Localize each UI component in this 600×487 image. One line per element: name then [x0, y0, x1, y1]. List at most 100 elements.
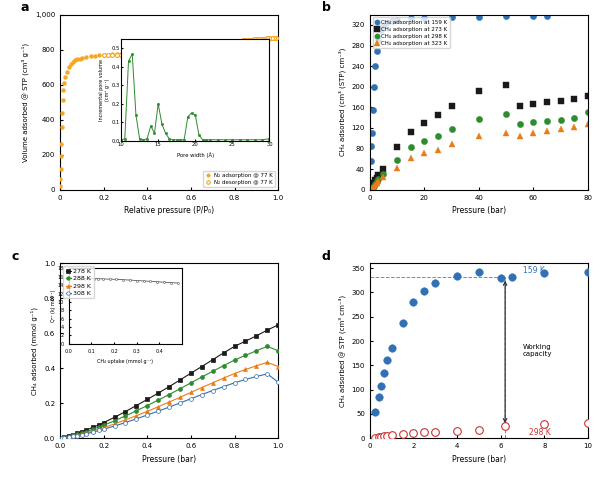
278 K: [74, 431, 81, 436]
288 K: [83, 429, 90, 434]
308 K: [253, 374, 260, 379]
CH₄ adsorption at 298 K: [373, 179, 380, 185]
X-axis label: Relative pressure (P/P₀): Relative pressure (P/P₀): [124, 206, 214, 215]
298 K: [78, 431, 85, 437]
N₂ adsorption @ 77 K: [57, 166, 64, 171]
N₂ desorption @ 77 K: [104, 52, 112, 58]
298 K: [74, 432, 81, 438]
CH₄ adsorption at 323 K: [584, 121, 592, 127]
CH₄ adsorption at 298 K: [368, 185, 376, 191]
N₂ desorption @ 77 K: [126, 52, 133, 57]
N₂ adsorption @ 77 K: [58, 110, 65, 115]
CH₄ adsorption at 273 K: [371, 177, 379, 183]
298 K: [187, 390, 194, 395]
N₂ adsorption @ 77 K: [235, 48, 242, 54]
278 K: [198, 364, 205, 370]
CH₄ adsorption at 273 K: [380, 166, 387, 172]
CH₄ adsorption at 273 K: [368, 185, 375, 191]
CH₄ adsorption at 273 K: [394, 145, 401, 150]
CH₄ adsorption at 273 K: [503, 82, 510, 88]
CH₄ adsorption at 323 K: [503, 130, 510, 135]
308 K: [100, 426, 107, 432]
N₂ desorption @ 77 K: [244, 37, 251, 43]
308 K: [209, 388, 217, 393]
CH₄ adsorption at 159 K: [369, 107, 376, 113]
Legend: CH₄ adsorption at 159 K, CH₄ adsorption at 273 K, CH₄ adsorption at 298 K, CH₄ a: CH₄ adsorption at 159 K, CH₄ adsorption …: [373, 18, 450, 49]
CH₄ adsorption at 273 K: [530, 101, 537, 107]
308 K: [89, 429, 97, 435]
278 K: [155, 390, 162, 396]
CH₄ adsorption at 159 K: [407, 15, 415, 21]
278 K: [187, 370, 194, 376]
CH₄ adsorption at 273 K: [475, 88, 482, 94]
Line: 288 K: 288 K: [60, 344, 280, 440]
CH₄ adsorption at 159 K: [448, 14, 455, 20]
308 K: [74, 433, 81, 439]
CH₄ adsorption at 323 K: [369, 185, 376, 190]
308 K: [65, 434, 73, 440]
308 K: [198, 392, 205, 397]
CH₄ adsorption at 273 K: [421, 120, 428, 126]
Line: 298 K: 298 K: [60, 360, 280, 440]
288 K: [209, 368, 217, 374]
Line: CH₄ adsorption at 298 K: CH₄ adsorption at 298 K: [368, 109, 591, 192]
CH₄ adsorption at 298 K: [370, 183, 377, 188]
288 K: [176, 386, 184, 392]
CH₄ adsorption at 323 K: [434, 147, 442, 152]
CH₄ adsorption at 323 K: [374, 179, 382, 185]
Text: a: a: [21, 1, 29, 14]
308 K: [242, 376, 249, 382]
308 K: [155, 408, 162, 414]
Line: 308 K: 308 K: [60, 372, 280, 440]
CH₄ adsorption at 159 K: [367, 158, 374, 164]
Y-axis label: CH₄ adsorbed (cm³ (STP) cm⁻³): CH₄ adsorbed (cm³ (STP) cm⁻³): [338, 48, 346, 156]
CH₄ adsorption at 323 K: [421, 150, 428, 155]
278 K: [133, 403, 140, 409]
308 K: [61, 435, 68, 441]
298 K: [231, 371, 238, 376]
CH₄ adsorption at 298 K: [544, 118, 551, 124]
N₂ desorption @ 77 K: [259, 36, 266, 42]
CH₄ adsorption at 298 K: [421, 138, 428, 144]
CH₄ adsorption at 273 K: [370, 180, 377, 186]
CH₄ adsorption at 273 K: [516, 103, 523, 109]
CH₄ adsorption at 323 K: [368, 186, 376, 191]
Text: d: d: [322, 250, 331, 262]
Line: CH₄ adsorption at 159 K: CH₄ adsorption at 159 K: [368, 13, 550, 165]
308 K: [231, 380, 238, 386]
CH₄ adsorption at 323 K: [516, 132, 523, 138]
CH₄ adsorption at 159 K: [475, 14, 482, 19]
CH₄ adsorption at 298 K: [475, 116, 482, 122]
Text: Working
capacity: Working capacity: [523, 344, 552, 357]
308 K: [133, 416, 140, 422]
308 K: [176, 400, 184, 406]
298 K: [83, 430, 90, 436]
Y-axis label: CH₄ adsorbed (mmol g⁻¹): CH₄ adsorbed (mmol g⁻¹): [31, 307, 38, 395]
288 K: [122, 413, 129, 419]
Text: c: c: [12, 250, 19, 262]
N₂ adsorption @ 77 K: [56, 183, 64, 189]
CH₄ adsorption at 298 K: [557, 117, 565, 123]
CH₄ adsorption at 159 K: [371, 63, 379, 69]
308 K: [187, 396, 194, 402]
N₂ adsorption @ 77 K: [61, 80, 68, 86]
308 K: [83, 431, 90, 437]
278 K: [70, 432, 77, 438]
CH₄ adsorption at 273 K: [448, 103, 455, 109]
CH₄ adsorption at 159 K: [380, 23, 387, 29]
308 K: [70, 433, 77, 439]
278 K: [166, 384, 173, 390]
CH₄ adsorption at 273 K: [407, 129, 415, 134]
CH₄ adsorption at 298 K: [571, 114, 578, 120]
CH₄ adsorption at 323 K: [571, 125, 578, 131]
CH₄ adsorption at 273 K: [367, 186, 374, 191]
CH₄ adsorption at 298 K: [368, 186, 375, 191]
CH₄ adsorption at 298 K: [503, 111, 510, 117]
298 K: [155, 404, 162, 410]
278 K: [176, 377, 184, 383]
CH₄ adsorption at 323 K: [448, 141, 455, 147]
CH₄ adsorption at 159 K: [373, 48, 380, 54]
Line: CH₄ adsorption at 273 K: CH₄ adsorption at 273 K: [368, 82, 591, 192]
CH₄ adsorption at 298 K: [394, 157, 401, 163]
CH₄ adsorption at 323 K: [367, 186, 374, 192]
